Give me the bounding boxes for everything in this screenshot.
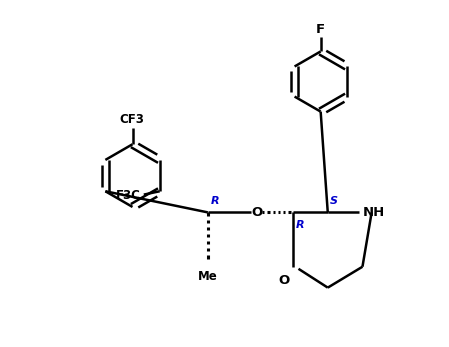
Text: O: O <box>251 206 262 219</box>
Text: F: F <box>316 23 325 36</box>
Text: NH: NH <box>362 206 385 219</box>
Text: Me: Me <box>198 270 218 283</box>
Text: F3C: F3C <box>115 189 141 202</box>
Text: S: S <box>330 196 338 206</box>
Text: O: O <box>278 274 289 287</box>
Text: R: R <box>210 196 219 206</box>
Text: R: R <box>295 220 304 230</box>
Text: CF3: CF3 <box>119 113 144 126</box>
